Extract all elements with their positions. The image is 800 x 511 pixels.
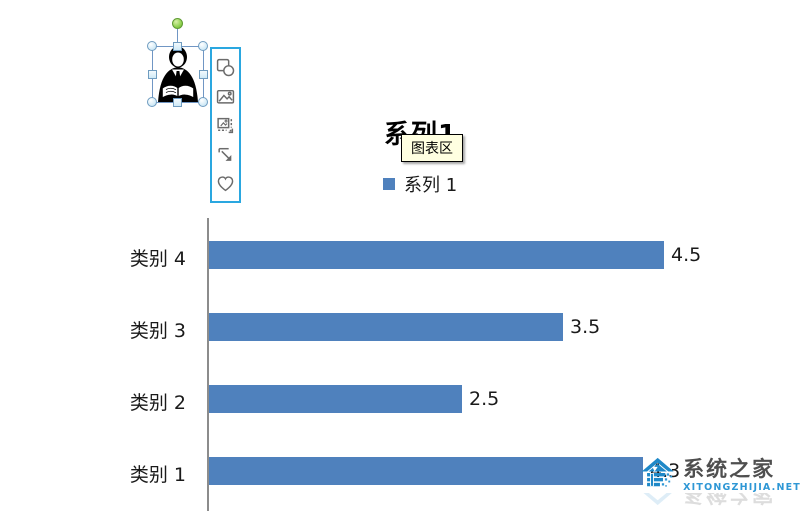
picture-position-icon[interactable]	[215, 114, 237, 136]
layout-options-icon[interactable]	[215, 56, 237, 78]
data-bar[interactable]	[209, 313, 563, 341]
resize-handle-se[interactable]	[198, 97, 208, 107]
bar-row: 类别 2 2.5	[0, 385, 800, 414]
bar-row: 类别 4 4.5	[0, 241, 800, 270]
data-label[interactable]: 3.5	[570, 316, 601, 338]
data-label[interactable]: 2.5	[469, 388, 500, 410]
category-axis-label[interactable]: 类别 1	[129, 464, 186, 486]
data-label[interactable]: 4.5	[671, 244, 702, 266]
data-bar[interactable]	[209, 241, 664, 269]
image-floating-toolbar	[210, 47, 241, 203]
watermark-domain-text: XITONGZHIJIA.NET	[683, 482, 800, 493]
watermark-brand-text: 系统之家	[683, 457, 776, 481]
resize-handle-e[interactable]	[199, 70, 208, 79]
legend-swatch	[383, 178, 395, 190]
category-axis-label[interactable]: 类别 3	[129, 320, 186, 342]
chart-area-tooltip: 图表区	[401, 134, 463, 162]
data-bar[interactable]	[209, 385, 462, 413]
chart-legend[interactable]: 系列 1	[383, 171, 457, 197]
rotation-handle[interactable]	[172, 18, 183, 29]
watermark-reflection: 系统之家 XITONGZHIJIA.NET	[641, 493, 800, 511]
resize-arrow-icon[interactable]	[215, 143, 237, 165]
watermark-logo-icon	[641, 457, 674, 487]
watermark: 系统之家 XITONGZHIJIA.NET 系统之家 XITONGZHIJIA.…	[641, 452, 800, 511]
category-axis-label[interactable]: 类别 2	[129, 392, 186, 414]
favorite-heart-icon[interactable]	[215, 172, 237, 194]
legend-label: 系列 1	[404, 175, 458, 196]
resize-handle-s[interactable]	[173, 98, 182, 107]
resize-handle-sw[interactable]	[147, 97, 157, 107]
person-reading-clipart[interactable]	[153, 46, 203, 102]
bar-row: 类别 3 3.5	[0, 313, 800, 342]
resize-handle-ne[interactable]	[198, 41, 208, 51]
data-bar[interactable]	[209, 457, 643, 485]
selection-rectangle	[152, 46, 204, 103]
category-axis-label[interactable]: 类别 4	[129, 248, 186, 270]
resize-handle-nw[interactable]	[147, 41, 157, 51]
bar-row: 类别 14.3	[0, 457, 800, 486]
rotation-handle-line	[177, 28, 178, 46]
resize-handle-w[interactable]	[148, 70, 157, 79]
picture-icon[interactable]	[215, 85, 237, 107]
category-axis-line	[207, 218, 209, 511]
resize-handle-n[interactable]	[173, 42, 182, 51]
